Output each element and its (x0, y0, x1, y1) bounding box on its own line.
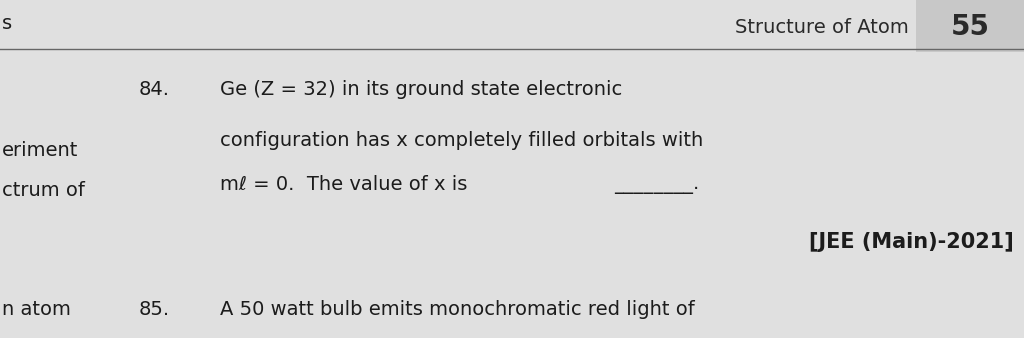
Text: ctrum of: ctrum of (2, 182, 85, 200)
Text: 55: 55 (950, 13, 990, 41)
Text: Ge (Z = 32) in its ground state electronic: Ge (Z = 32) in its ground state electron… (220, 80, 623, 99)
Text: configuration has x completely filled orbitals with: configuration has x completely filled or… (220, 131, 703, 150)
Text: Structure of Atom: Structure of Atom (734, 18, 908, 37)
Text: n atom: n atom (2, 300, 71, 319)
Text: 85.: 85. (138, 300, 169, 319)
Bar (916, 0, 1024, 52)
Text: eriment: eriment (2, 141, 79, 160)
Text: s: s (2, 14, 12, 33)
Text: mℓ = 0.  The value of x is: mℓ = 0. The value of x is (220, 175, 468, 194)
Text: 84.: 84. (138, 80, 169, 99)
Text: [JEE (Main)-2021]: [JEE (Main)-2021] (809, 232, 1014, 252)
Text: ________.: ________. (614, 175, 699, 194)
Text: A 50 watt bulb emits monochromatic red light of: A 50 watt bulb emits monochromatic red l… (220, 300, 695, 319)
